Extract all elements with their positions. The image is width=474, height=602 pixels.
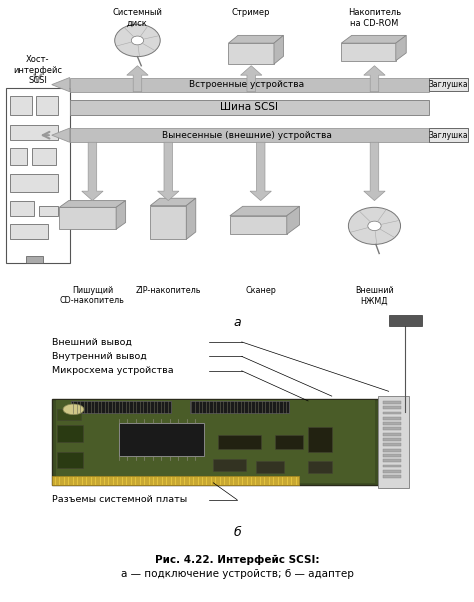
Bar xyxy=(6,88,70,263)
Bar xyxy=(70,100,429,114)
Bar xyxy=(378,396,409,488)
Bar xyxy=(70,78,429,92)
Text: Разъемы системной платы: Разъемы системной платы xyxy=(52,495,187,504)
Polygon shape xyxy=(274,36,283,64)
Text: ZIP-накопитель: ZIP-накопитель xyxy=(136,286,201,295)
Polygon shape xyxy=(59,207,116,229)
Bar xyxy=(57,409,81,420)
Text: Внешний вывод: Внешний вывод xyxy=(52,338,132,346)
Polygon shape xyxy=(230,216,287,234)
Bar xyxy=(383,475,401,478)
FancyBboxPatch shape xyxy=(429,128,468,142)
Polygon shape xyxy=(341,43,396,61)
Bar xyxy=(52,399,379,485)
FancyArrow shape xyxy=(82,142,103,200)
Bar xyxy=(10,96,32,114)
Polygon shape xyxy=(52,78,70,92)
Bar xyxy=(218,435,261,449)
Bar xyxy=(32,148,56,165)
Polygon shape xyxy=(230,206,300,216)
Circle shape xyxy=(63,404,84,415)
Bar xyxy=(70,128,429,142)
Bar xyxy=(10,173,58,192)
Text: Пишущий
CD-накопитель: Пишущий CD-накопитель xyxy=(60,286,125,305)
Text: Внутренний вывод: Внутренний вывод xyxy=(52,352,147,361)
Bar xyxy=(52,476,299,485)
FancyArrow shape xyxy=(364,66,385,92)
Bar xyxy=(308,461,332,473)
Text: а: а xyxy=(233,315,241,329)
Text: Заглушка: Заглушка xyxy=(428,80,468,89)
Polygon shape xyxy=(341,36,406,43)
Bar xyxy=(383,417,401,420)
Bar xyxy=(383,465,401,467)
FancyBboxPatch shape xyxy=(429,78,468,92)
Text: Шина SCSI: Шина SCSI xyxy=(220,102,278,112)
FancyArrow shape xyxy=(127,66,148,92)
Circle shape xyxy=(131,36,144,45)
Bar xyxy=(190,401,289,414)
Text: Хост-
интерфейс
SCSI: Хост- интерфейс SCSI xyxy=(13,55,62,85)
Bar xyxy=(71,401,171,414)
Polygon shape xyxy=(59,200,126,207)
Bar xyxy=(383,443,401,446)
Text: б: б xyxy=(233,526,241,539)
Circle shape xyxy=(115,24,160,57)
Text: Системный
диск: Системный диск xyxy=(112,8,163,28)
Bar xyxy=(213,459,246,471)
Bar xyxy=(383,433,401,436)
Bar xyxy=(56,400,375,483)
Polygon shape xyxy=(186,198,196,240)
Bar xyxy=(256,461,284,473)
Bar xyxy=(10,200,34,216)
FancyArrow shape xyxy=(157,142,179,200)
Bar xyxy=(57,452,83,468)
Bar xyxy=(383,459,401,462)
Polygon shape xyxy=(150,206,186,240)
Bar xyxy=(10,148,27,165)
FancyArrow shape xyxy=(250,142,271,200)
Polygon shape xyxy=(150,198,196,206)
Bar xyxy=(383,470,401,473)
Text: Накопитель
на CD-ROM: Накопитель на CD-ROM xyxy=(348,8,401,28)
Text: Сканер: Сканер xyxy=(245,286,276,295)
Polygon shape xyxy=(116,200,126,229)
Bar xyxy=(383,427,401,430)
Bar xyxy=(275,435,303,449)
Bar xyxy=(10,125,58,140)
Bar xyxy=(36,96,58,114)
Bar xyxy=(26,256,43,263)
Text: Вынесенные (внешние) устройства: Вынесенные (внешние) устройства xyxy=(162,131,331,140)
Circle shape xyxy=(368,221,381,231)
FancyArrow shape xyxy=(364,142,385,200)
Polygon shape xyxy=(228,43,274,64)
Text: Рис. 4.22. Интерфейс SCSI:: Рис. 4.22. Интерфейс SCSI: xyxy=(155,554,319,565)
Bar xyxy=(389,315,422,326)
Polygon shape xyxy=(396,36,406,61)
Text: Внешний
НЖМД: Внешний НЖМД xyxy=(355,286,394,305)
Bar xyxy=(383,448,401,452)
Bar xyxy=(118,423,204,456)
Circle shape xyxy=(348,207,401,244)
Text: а — подключение устройств; б — адаптер: а — подключение устройств; б — адаптер xyxy=(120,569,354,579)
Bar xyxy=(383,438,401,441)
Bar xyxy=(39,206,58,216)
FancyArrow shape xyxy=(241,66,262,92)
Bar xyxy=(383,406,401,409)
Text: Встроенные устройства: Встроенные устройства xyxy=(189,80,304,89)
Text: Стример: Стример xyxy=(232,8,271,17)
Bar xyxy=(383,401,401,404)
Bar xyxy=(57,425,83,442)
Bar xyxy=(308,427,332,452)
Bar xyxy=(10,224,48,240)
Polygon shape xyxy=(52,128,70,142)
Text: Заглушка: Заглушка xyxy=(428,131,468,140)
Bar xyxy=(383,454,401,457)
Polygon shape xyxy=(287,206,300,234)
Text: Микросхема устройства: Микросхема устройства xyxy=(52,367,174,375)
Polygon shape xyxy=(228,36,283,43)
Bar xyxy=(383,412,401,414)
Bar xyxy=(383,422,401,425)
